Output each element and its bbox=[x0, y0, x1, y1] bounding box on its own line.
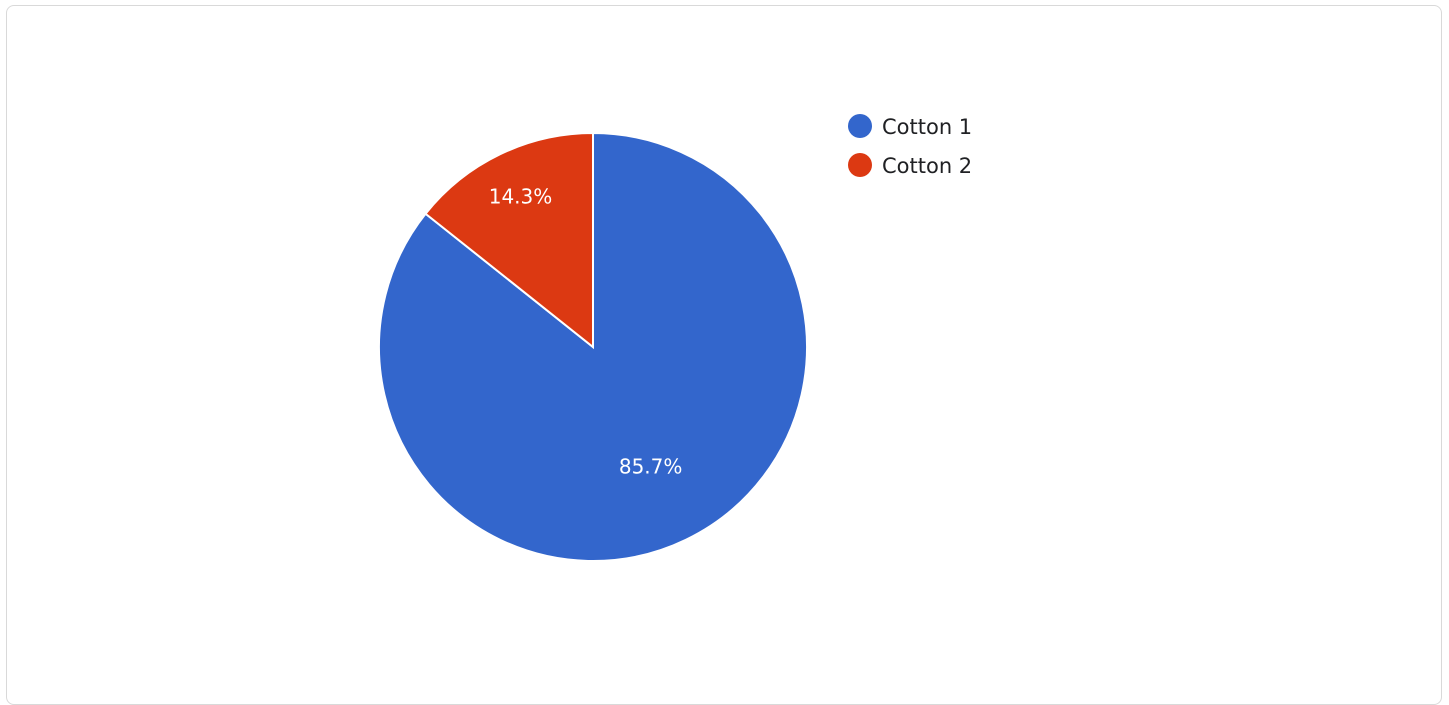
legend-swatch-cotton-2 bbox=[848, 153, 872, 177]
slice-label-cotton-2: 14.3% bbox=[489, 185, 553, 209]
pie-slice-cotton-2[interactable] bbox=[424, 131, 594, 350]
slice-label-cotton-1: 85.7% bbox=[619, 455, 683, 479]
legend-swatch-cotton-1 bbox=[848, 114, 872, 138]
pie-slice-cotton-1[interactable] bbox=[378, 131, 808, 562]
chart-legend: Cotton 1 Cotton 2 bbox=[848, 114, 972, 178]
legend-label-cotton-2[interactable]: Cotton 2 bbox=[882, 154, 972, 178]
legend-label-cotton-1[interactable]: Cotton 1 bbox=[882, 115, 972, 139]
pie-slice-labels: 85.7% 14.3% bbox=[489, 185, 683, 479]
pie-slices bbox=[378, 131, 808, 562]
